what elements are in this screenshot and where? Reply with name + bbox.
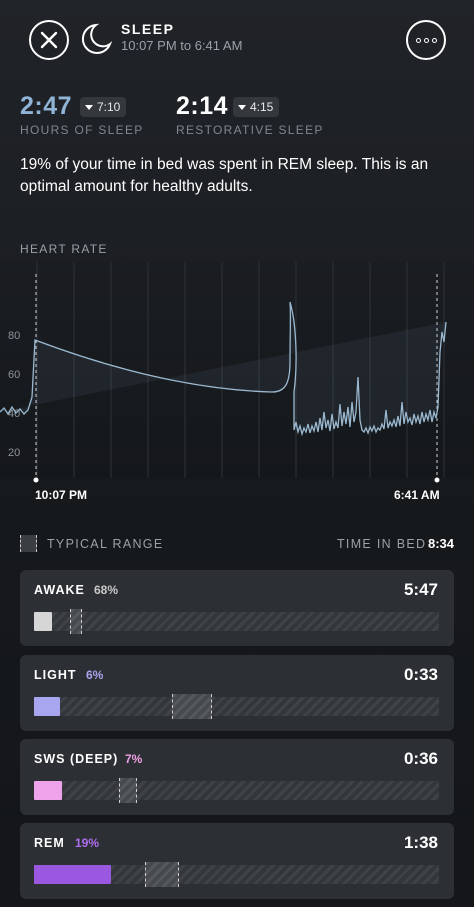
chart-start-time: 10:07 PM bbox=[35, 488, 88, 502]
stage-card-rem[interactable]: REM 19% 1:38 bbox=[20, 823, 454, 899]
stage-bar-fill bbox=[34, 612, 52, 631]
more-dot-icon bbox=[415, 37, 421, 43]
close-button[interactable] bbox=[29, 20, 69, 60]
stage-bar bbox=[34, 609, 439, 634]
page-title: SLEEP bbox=[121, 21, 175, 37]
stage-card-light[interactable]: LIGHT 6% 0:33 bbox=[20, 655, 454, 731]
stage-typical-range bbox=[119, 778, 137, 803]
stage-name: SWS (DEEP) bbox=[34, 752, 119, 766]
y-tick-20: 20 bbox=[8, 447, 20, 459]
typical-range-label: TYPICAL RANGE bbox=[47, 537, 164, 551]
restorative-sleep-value: 2:14 bbox=[176, 92, 229, 120]
heart-rate-chart: 80 60 40 20 bbox=[0, 262, 474, 483]
stage-duration: 5:47 bbox=[403, 580, 438, 599]
stage-percent: 7% bbox=[125, 752, 143, 766]
stage-duration: 0:33 bbox=[403, 665, 438, 684]
hours-needed-pill: 7:10 bbox=[80, 97, 127, 117]
restorative-needed-pill: 4:15 bbox=[233, 97, 280, 117]
moon-icon bbox=[81, 23, 112, 54]
time-in-bed-label: TIME IN BED bbox=[337, 537, 427, 551]
hours-of-sleep-caption: HOURS OF SLEEP bbox=[20, 123, 144, 137]
hours-needed-value: 7:10 bbox=[97, 100, 121, 114]
typical-range-swatch bbox=[20, 535, 37, 552]
more-dot-icon bbox=[423, 37, 429, 43]
stage-duration: 0:36 bbox=[403, 749, 438, 768]
stage-percent: 6% bbox=[86, 668, 104, 682]
more-dot-icon bbox=[431, 37, 437, 43]
sleep-time-range: 10:07 PM to 6:41 AM bbox=[121, 38, 243, 53]
stage-bar bbox=[34, 694, 439, 719]
stage-name: LIGHT bbox=[34, 668, 77, 682]
time-in-bed-value: 8:34 bbox=[428, 536, 455, 551]
heart-rate-line bbox=[0, 301, 447, 437]
stage-percent: 19% bbox=[75, 836, 100, 850]
y-tick-80: 80 bbox=[8, 330, 20, 342]
down-triangle-icon bbox=[85, 104, 93, 110]
stage-bar bbox=[34, 862, 439, 887]
down-triangle-icon bbox=[238, 104, 246, 110]
stage-name: AWAKE bbox=[34, 583, 85, 597]
chart-grid bbox=[36, 262, 445, 478]
stage-typical-range bbox=[70, 609, 82, 634]
chart-end-time: 6:41 AM bbox=[394, 488, 440, 502]
more-options-button[interactable] bbox=[406, 20, 446, 60]
sleep-insight-text: 19% of your time in bed was spent in REM… bbox=[20, 156, 429, 195]
y-tick-60: 60 bbox=[8, 369, 20, 381]
start-marker-dot bbox=[33, 477, 39, 483]
restorative-needed-value: 4:15 bbox=[250, 100, 274, 114]
stage-card-sws-deep[interactable]: SWS (DEEP) 7% 0:36 bbox=[20, 739, 454, 815]
hours-of-sleep-value: 2:47 bbox=[20, 92, 73, 120]
restorative-sleep-caption: RESTORATIVE SLEEP bbox=[176, 123, 324, 137]
stage-bar-fill bbox=[34, 697, 60, 716]
stage-typical-range bbox=[145, 862, 179, 887]
stage-bar bbox=[34, 778, 439, 803]
stage-card-awake[interactable]: AWAKE 68% 5:47 bbox=[20, 570, 454, 646]
stage-bar-fill bbox=[34, 865, 111, 884]
stage-duration: 1:38 bbox=[403, 833, 438, 852]
close-icon bbox=[40, 31, 58, 49]
stage-bar-fill bbox=[34, 781, 62, 800]
stage-typical-range bbox=[172, 694, 212, 719]
end-marker-dot bbox=[434, 477, 440, 483]
stage-percent: 68% bbox=[94, 583, 119, 597]
heart-rate-title: HEART RATE bbox=[20, 242, 108, 256]
stage-name: REM bbox=[34, 836, 65, 850]
